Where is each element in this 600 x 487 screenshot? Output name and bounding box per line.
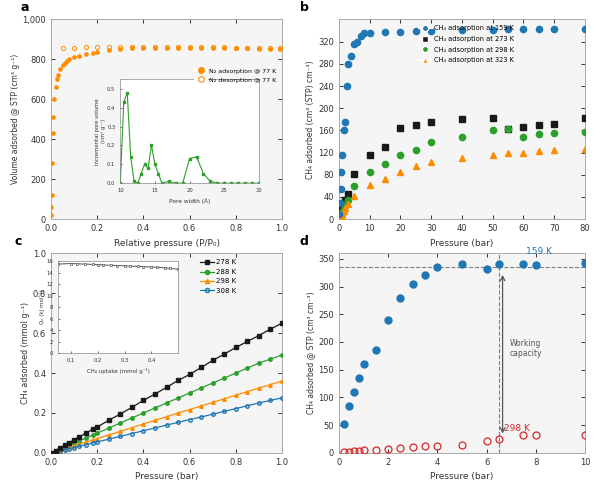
X-axis label: Pressure (bar): Pressure (bar) bbox=[430, 472, 494, 481]
Text: a: a bbox=[21, 1, 29, 15]
X-axis label: Pressure (bar): Pressure (bar) bbox=[135, 472, 198, 481]
Y-axis label: CH₄ adsorbed (cm³ (STP) cm⁻³): CH₄ adsorbed (cm³ (STP) cm⁻³) bbox=[307, 60, 316, 179]
Y-axis label: Volume adsorbed @ STP (cm³ g⁻¹): Volume adsorbed @ STP (cm³ g⁻¹) bbox=[11, 54, 20, 185]
Text: 159 K: 159 K bbox=[526, 247, 552, 256]
Y-axis label: CH₄ adsorbed (mmol g⁻¹): CH₄ adsorbed (mmol g⁻¹) bbox=[21, 302, 30, 404]
Legend: CH₄ adsorption at 159 K, CH₄ adsorption at 273 K, CH₄ adsorption at 298 K, CH₄ a: CH₄ adsorption at 159 K, CH₄ adsorption … bbox=[416, 23, 517, 66]
X-axis label: Pressure (bar): Pressure (bar) bbox=[430, 239, 494, 247]
Text: b: b bbox=[299, 1, 308, 15]
Text: 298 K: 298 K bbox=[504, 425, 530, 433]
Legend: N₂ adsorption @ 77 K, N₂ desorption @ 77 K: N₂ adsorption @ 77 K, N₂ desorption @ 77… bbox=[192, 66, 279, 85]
Text: d: d bbox=[299, 235, 308, 248]
Text: Working
capacity: Working capacity bbox=[510, 339, 542, 358]
X-axis label: Relative pressure (P/P₀): Relative pressure (P/P₀) bbox=[113, 239, 220, 247]
Text: c: c bbox=[14, 235, 22, 248]
Y-axis label: CH₄ adsorbed @ STP (cm³ cm⁻³): CH₄ adsorbed @ STP (cm³ cm⁻³) bbox=[307, 292, 316, 414]
Legend: 278 K, 288 K, 298 K, 308 K: 278 K, 288 K, 298 K, 308 K bbox=[197, 257, 239, 297]
